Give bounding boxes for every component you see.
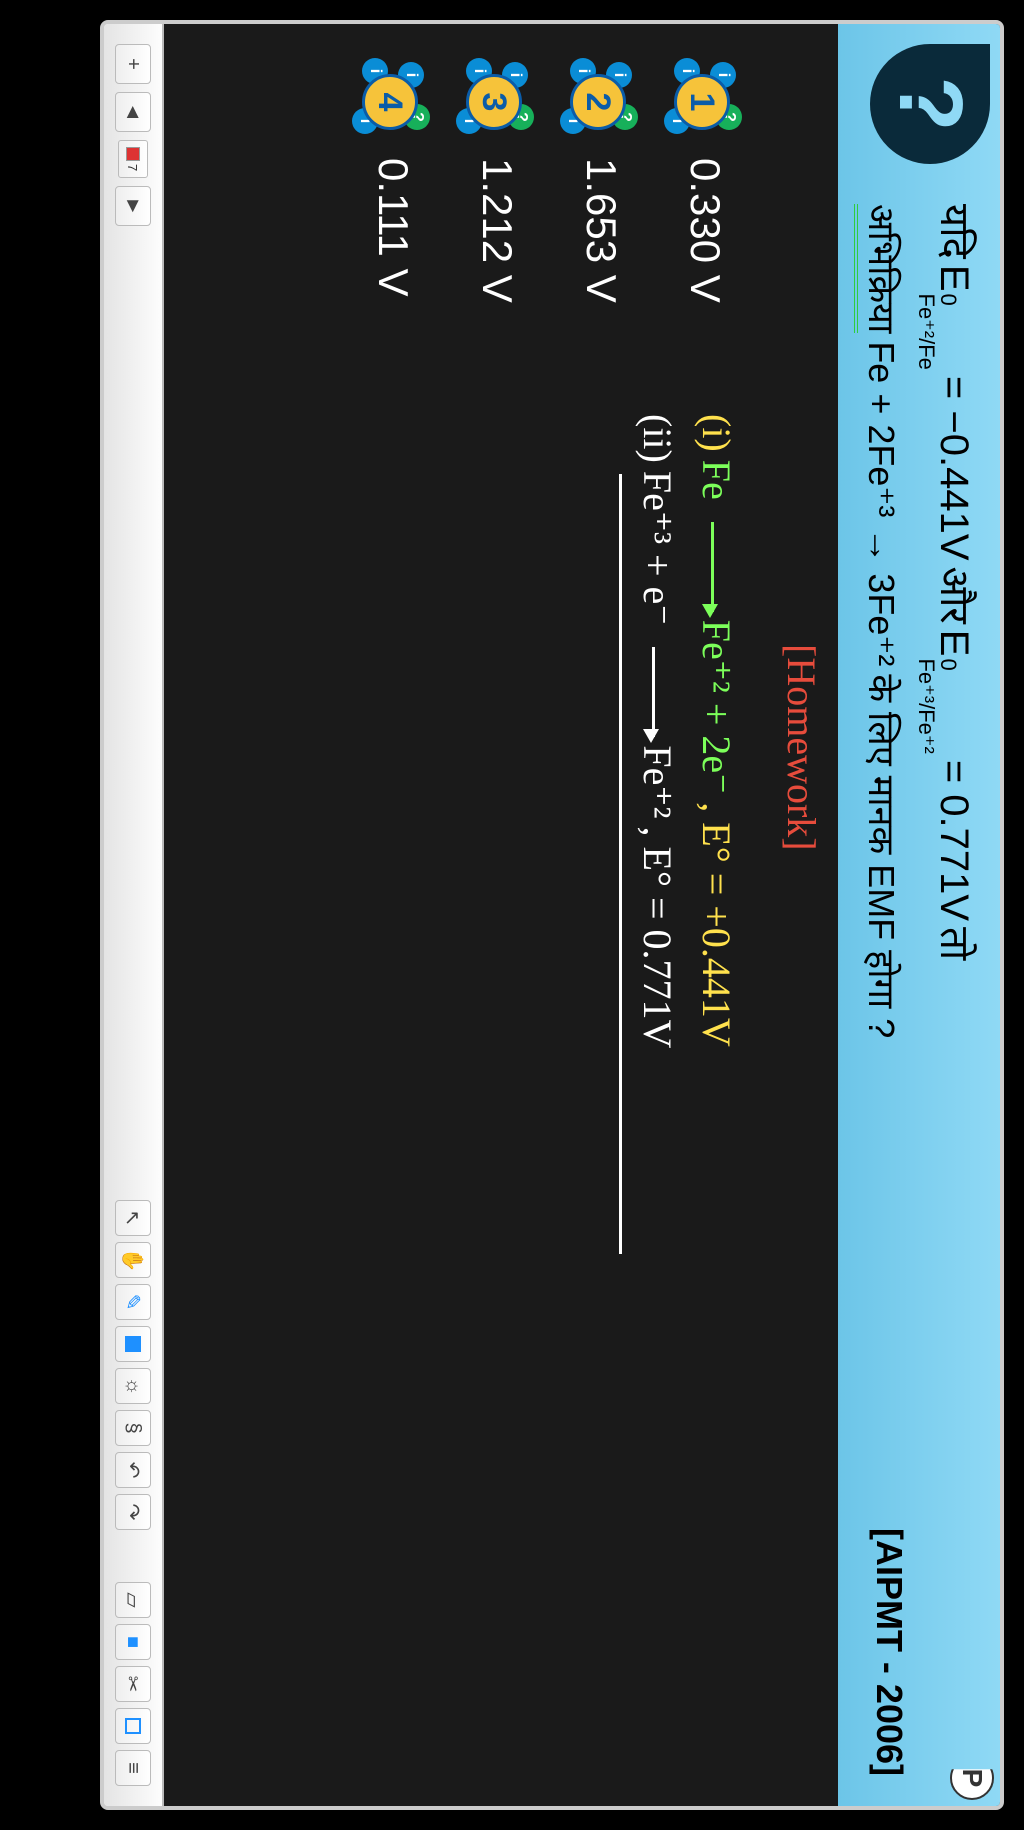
e2-sup: 0 bbox=[937, 658, 959, 753]
page-color-icon bbox=[126, 147, 140, 161]
option-2[interactable]: ? i i i 2 1.653 V bbox=[566, 64, 636, 303]
square-outline-icon bbox=[125, 1718, 141, 1734]
page-number: 7 bbox=[126, 164, 141, 171]
option-badge-3: ? i i i 3 bbox=[462, 64, 532, 134]
toolbar-left-group: + ◄ 7 ► bbox=[115, 44, 151, 226]
pen-tool-button[interactable]: ✎ bbox=[115, 1284, 151, 1320]
option-value: 1.212 V bbox=[473, 158, 521, 303]
arrow-icon bbox=[693, 508, 740, 612]
divider-line bbox=[619, 474, 622, 1254]
cursor-tool-button[interactable]: ↖ bbox=[115, 1200, 151, 1236]
option-value: 0.111 V bbox=[369, 158, 417, 297]
option-4[interactable]: ? i i i 4 0.111 V bbox=[358, 64, 428, 303]
prev-page-button[interactable]: ◄ bbox=[115, 92, 151, 132]
question-panel: ? यदि E 0 Fe⁺²/Fe = −0.441V और E 0 Fe⁺³/… bbox=[838, 24, 1000, 1806]
e1-symbol: E bbox=[928, 265, 980, 292]
options-list: ? i i i 1 0.330 V ? i i i 2 1.653 V bbox=[324, 64, 740, 303]
handwritten-work: (i) Fe Fe⁺² + 2e⁻ , E° = +0.441V (ii) Fe… bbox=[611, 414, 740, 1254]
work-line-i: (i) Fe Fe⁺² + 2e⁻ , E° = +0.441V bbox=[693, 414, 740, 1254]
option-value: 0.330 V bbox=[681, 158, 729, 303]
bottom-toolbar: + ◄ 7 ► ↖ ✋ ✎ ☼ § ↶ ↷ ▱ ■ ✂ ≡ bbox=[104, 24, 164, 1806]
question-line-1: यदि E 0 Fe⁺²/Fe = −0.441V और E 0 Fe⁺³/Fe… bbox=[915, 204, 980, 1776]
q-line2-suffix: के लिए मानक EMF होगा ? bbox=[858, 674, 907, 1038]
homework-annotation: [Homework] bbox=[778, 644, 825, 851]
work-i-e: , E° = +0.441V bbox=[693, 802, 740, 1046]
color-picker-button[interactable]: ■ bbox=[115, 1624, 151, 1660]
app-frame: ? यदि E 0 Fe⁺²/Fe = −0.441V और E 0 Fe⁺³/… bbox=[100, 20, 1004, 1810]
e1-value: = −0.441V bbox=[928, 376, 980, 561]
option-number: 1 bbox=[674, 74, 730, 130]
highlight-tool-button[interactable]: ☼ bbox=[115, 1368, 151, 1404]
page-indicator[interactable]: 7 bbox=[118, 140, 148, 178]
option-number: 3 bbox=[466, 74, 522, 130]
question-mark-icon: ? bbox=[870, 44, 990, 164]
option-badge-4: ? i i i 4 bbox=[358, 64, 428, 134]
q-prefix: यदि bbox=[928, 204, 980, 259]
e2-value: = 0.771V bbox=[928, 760, 980, 921]
next-page-button[interactable]: ► bbox=[115, 186, 151, 226]
menu-button[interactable]: ≡ bbox=[115, 1750, 151, 1786]
option-number: 2 bbox=[570, 74, 626, 130]
add-page-button[interactable]: + bbox=[115, 44, 151, 84]
work-ii-number: (ii) bbox=[634, 414, 681, 463]
option-value: 1.653 V bbox=[577, 158, 625, 303]
work-ii-e: , E° = 0.771V bbox=[634, 827, 681, 1049]
e1-sup: 0 bbox=[937, 294, 959, 370]
redo-button[interactable]: ↷ bbox=[115, 1494, 151, 1530]
q-and: और bbox=[928, 567, 980, 624]
square-icon bbox=[125, 1336, 141, 1352]
e2-term: E 0 Fe⁺³/Fe⁺² bbox=[915, 630, 980, 754]
work-i-number: (i) bbox=[693, 414, 740, 452]
option-badge-1: ? i i i 1 bbox=[670, 64, 740, 134]
option-1[interactable]: ? i i i 1 0.330 V bbox=[670, 64, 740, 303]
shape-tool-button[interactable] bbox=[115, 1326, 151, 1362]
q-suffix: तो bbox=[928, 927, 980, 960]
crop-button[interactable]: ▱ bbox=[115, 1582, 151, 1618]
arrow-icon bbox=[634, 633, 681, 737]
q-line2-prefix: अभिक्रिया bbox=[854, 204, 907, 333]
option-badge-2: ? i i i 2 bbox=[566, 64, 636, 134]
option-3[interactable]: ? i i i 3 1.212 V bbox=[462, 64, 532, 303]
hand-tool-button[interactable]: ✋ bbox=[115, 1242, 151, 1278]
work-i-lhs: Fe bbox=[693, 460, 740, 500]
toolbar-right-group: ↖ ✋ ✎ ☼ § ↶ ↷ ▱ ■ ✂ ≡ bbox=[115, 1200, 151, 1786]
option-number: 4 bbox=[362, 74, 418, 130]
work-ii-lhs: Fe⁺³ + e⁻ bbox=[634, 471, 681, 626]
blackboard-area: ? यदि E 0 Fe⁺²/Fe = −0.441V और E 0 Fe⁺³/… bbox=[164, 24, 1000, 1806]
work-ii-rhs: Fe⁺² bbox=[634, 745, 681, 818]
work-line-ii: (ii) Fe⁺³ + e⁻ Fe⁺² , E° = 0.771V bbox=[634, 414, 681, 1254]
e1-sub: Fe⁺²/Fe bbox=[915, 294, 937, 370]
undo-button[interactable]: ↶ bbox=[115, 1452, 151, 1488]
e1-term: E 0 Fe⁺²/Fe bbox=[915, 265, 980, 370]
e2-symbol: E bbox=[928, 630, 980, 657]
eraser-tool-button[interactable]: § bbox=[115, 1410, 151, 1446]
q-reaction: Fe + 2Fe⁺³ → 3Fe⁺² bbox=[860, 341, 902, 666]
outline-shape-button[interactable] bbox=[115, 1708, 151, 1744]
cut-button[interactable]: ✂ bbox=[115, 1666, 151, 1702]
source-tag: [AIPMT - 2006] bbox=[868, 1528, 910, 1776]
work-i-rhs: Fe⁺² + 2e⁻ bbox=[693, 620, 740, 795]
e2-sub: Fe⁺³/Fe⁺² bbox=[915, 658, 937, 753]
